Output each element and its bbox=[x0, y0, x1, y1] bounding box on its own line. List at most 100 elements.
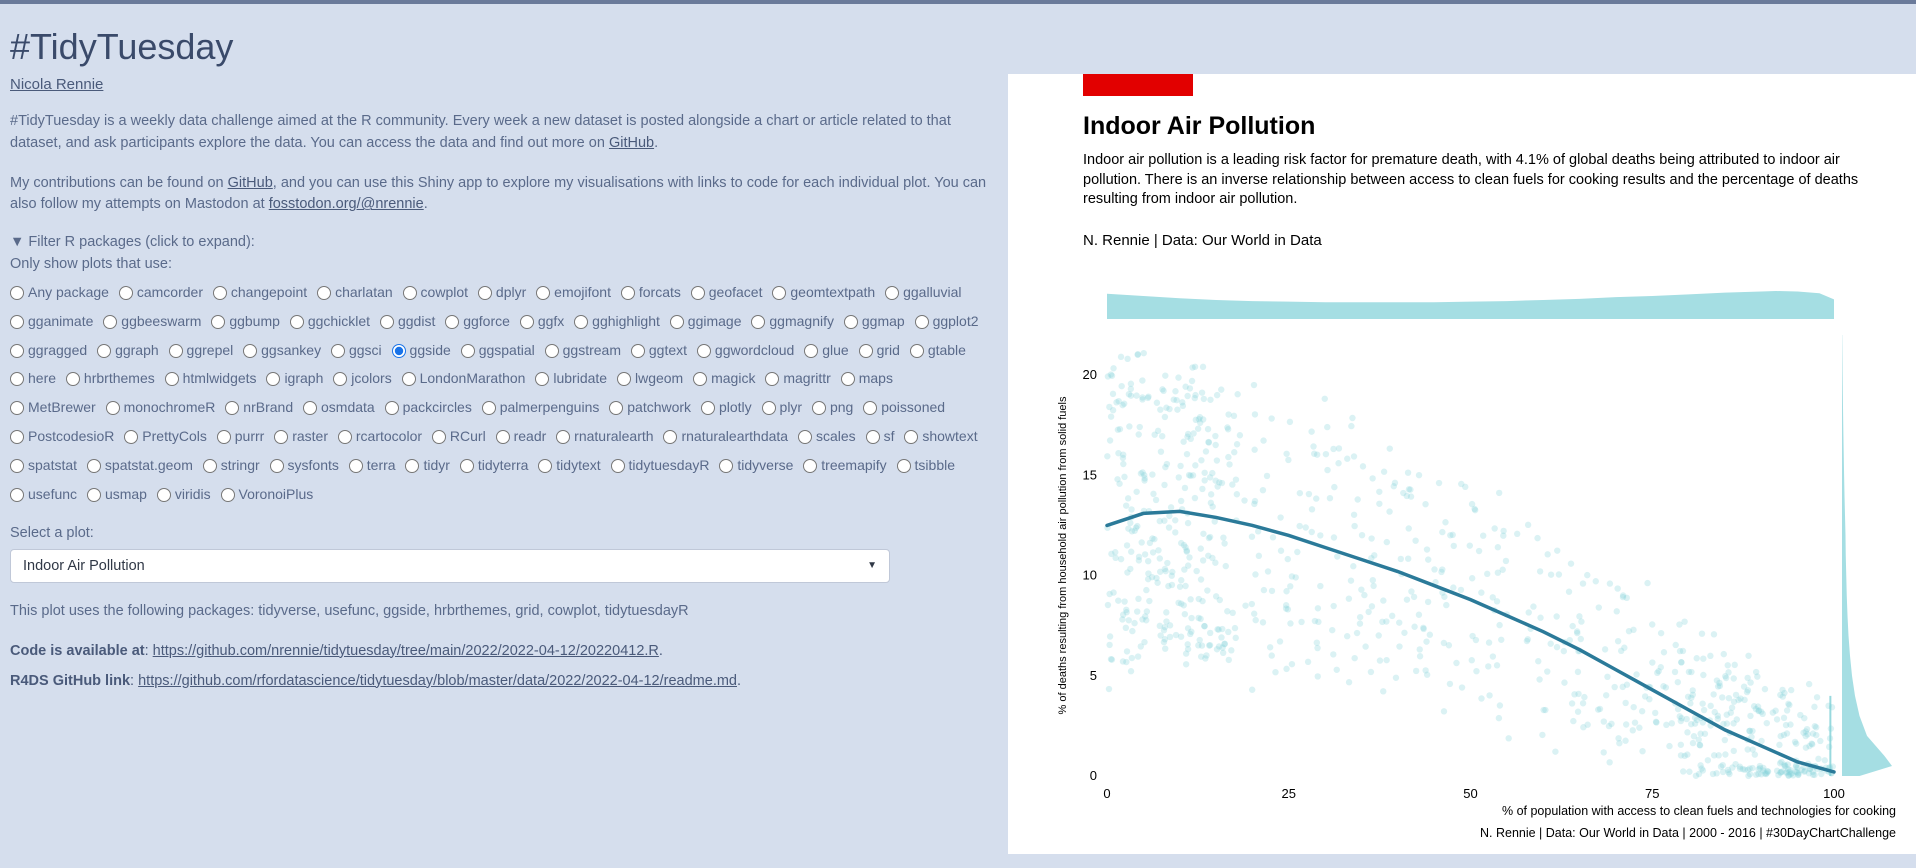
package-radio-item[interactable]: ggrepel bbox=[169, 338, 238, 364]
package-radio-input[interactable] bbox=[803, 459, 817, 473]
package-radio-item[interactable]: changepoint bbox=[213, 280, 311, 306]
package-radio-item[interactable]: maps bbox=[841, 366, 897, 392]
package-radio-input[interactable] bbox=[303, 401, 317, 415]
package-radio-item[interactable]: ggmap bbox=[844, 309, 909, 335]
package-radio-item[interactable]: ggdist bbox=[380, 309, 439, 335]
package-radio-item[interactable]: ggbump bbox=[211, 309, 284, 335]
package-radio-item[interactable]: treemapify bbox=[803, 453, 890, 479]
package-radio-item[interactable]: ggmagnify bbox=[751, 309, 838, 335]
package-radio-item[interactable]: osmdata bbox=[303, 395, 379, 421]
package-radio-item[interactable]: jcolors bbox=[333, 366, 395, 392]
package-radio-item[interactable]: png bbox=[812, 395, 857, 421]
package-radio-item[interactable]: LondonMarathon bbox=[402, 366, 530, 392]
package-radio-input[interactable] bbox=[762, 401, 776, 415]
package-radio-input[interactable] bbox=[609, 401, 623, 415]
package-radio-input[interactable] bbox=[844, 315, 858, 329]
package-radio-input[interactable] bbox=[317, 286, 331, 300]
package-radio-input[interactable] bbox=[103, 315, 117, 329]
package-radio-item[interactable]: patchwork bbox=[609, 395, 695, 421]
package-radio-input[interactable] bbox=[621, 286, 635, 300]
package-radio-input[interactable] bbox=[392, 344, 406, 358]
package-radio-input[interactable] bbox=[405, 459, 419, 473]
filter-toggle[interactable]: ▼ Filter R packages (click to expand): bbox=[10, 234, 988, 250]
package-radio-item[interactable]: emojifont bbox=[536, 280, 615, 306]
package-radio-item[interactable]: geomtextpath bbox=[772, 280, 879, 306]
code-url-link[interactable]: https://github.com/nrennie/tidytuesday/t… bbox=[153, 643, 659, 659]
package-radio-item[interactable]: magick bbox=[693, 366, 759, 392]
package-radio-input[interactable] bbox=[87, 459, 101, 473]
package-radio-input[interactable] bbox=[274, 430, 288, 444]
package-radio-input[interactable] bbox=[119, 286, 133, 300]
package-radio-input[interactable] bbox=[631, 344, 645, 358]
package-radio-input[interactable] bbox=[556, 430, 570, 444]
package-radio-item[interactable]: tsibble bbox=[897, 453, 959, 479]
package-radio-item[interactable]: ggplot2 bbox=[915, 309, 983, 335]
package-radio-input[interactable] bbox=[812, 401, 826, 415]
package-radio-input[interactable] bbox=[211, 315, 225, 329]
package-radio-item[interactable]: glue bbox=[804, 338, 852, 364]
package-radio-input[interactable] bbox=[798, 430, 812, 444]
package-radio-input[interactable] bbox=[290, 315, 304, 329]
package-radio-item[interactable]: VoronoiPlus bbox=[221, 482, 318, 508]
package-radio-item[interactable]: viridis bbox=[157, 482, 215, 508]
package-radio-item[interactable]: MetBrewer bbox=[10, 395, 100, 421]
package-radio-item[interactable]: geofacet bbox=[691, 280, 767, 306]
package-radio-input[interactable] bbox=[10, 488, 24, 502]
package-radio-input[interactable] bbox=[87, 488, 101, 502]
package-radio-input[interactable] bbox=[10, 286, 24, 300]
package-radio-input[interactable] bbox=[915, 315, 929, 329]
package-radio-input[interactable] bbox=[701, 401, 715, 415]
package-radio-item[interactable]: PostcodesioR bbox=[10, 424, 118, 450]
package-radio-item[interactable]: RCurl bbox=[432, 424, 490, 450]
package-radio-item[interactable]: camcorder bbox=[119, 280, 207, 306]
package-radio-input[interactable] bbox=[402, 372, 416, 386]
package-radio-item[interactable]: tidyr bbox=[405, 453, 453, 479]
package-radio-input[interactable] bbox=[203, 459, 217, 473]
package-radio-item[interactable]: rnaturalearthdata bbox=[663, 424, 792, 450]
package-radio-input[interactable] bbox=[461, 344, 475, 358]
package-radio-item[interactable]: ggragged bbox=[10, 338, 91, 364]
package-radio-input[interactable] bbox=[538, 459, 552, 473]
package-radio-item[interactable]: PrettyCols bbox=[124, 424, 211, 450]
package-radio-item[interactable]: tidytuesdayR bbox=[611, 453, 714, 479]
package-radio-input[interactable] bbox=[478, 286, 492, 300]
package-radio-input[interactable] bbox=[10, 459, 24, 473]
package-radio-item[interactable]: ggbeeswarm bbox=[103, 309, 205, 335]
package-radio-input[interactable] bbox=[10, 401, 24, 415]
package-radio-input[interactable] bbox=[217, 430, 231, 444]
package-radio-input[interactable] bbox=[841, 372, 855, 386]
package-radio-input[interactable] bbox=[403, 286, 417, 300]
package-radio-input[interactable] bbox=[266, 372, 280, 386]
package-radio-item[interactable]: magrittr bbox=[765, 366, 834, 392]
package-radio-input[interactable] bbox=[10, 344, 24, 358]
package-radio-input[interactable] bbox=[10, 372, 24, 386]
package-radio-input[interactable] bbox=[157, 488, 171, 502]
package-radio-item[interactable]: showtext bbox=[904, 424, 981, 450]
package-radio-item[interactable]: plotly bbox=[701, 395, 756, 421]
package-radio-input[interactable] bbox=[243, 344, 257, 358]
package-radio-item[interactable]: usefunc bbox=[10, 482, 81, 508]
github-link-1[interactable]: GitHub bbox=[609, 135, 654, 151]
package-radio-input[interactable] bbox=[460, 459, 474, 473]
r4ds-url-link[interactable]: https://github.com/rfordatascience/tidyt… bbox=[138, 673, 737, 689]
package-radio-item[interactable]: lwgeom bbox=[617, 366, 687, 392]
package-radio-item[interactable]: purrr bbox=[217, 424, 269, 450]
github-link-2[interactable]: GitHub bbox=[228, 175, 273, 191]
package-radio-input[interactable] bbox=[432, 430, 446, 444]
package-radio-item[interactable]: ggraph bbox=[97, 338, 163, 364]
package-radio-input[interactable] bbox=[719, 459, 733, 473]
package-radio-input[interactable] bbox=[904, 430, 918, 444]
package-radio-input[interactable] bbox=[693, 372, 707, 386]
package-radio-item[interactable]: gtable bbox=[910, 338, 970, 364]
package-radio-input[interactable] bbox=[97, 344, 111, 358]
package-radio-input[interactable] bbox=[536, 286, 550, 300]
package-radio-input[interactable] bbox=[270, 459, 284, 473]
package-radio-item[interactable]: palmerpenguins bbox=[482, 395, 604, 421]
package-radio-item[interactable]: terra bbox=[349, 453, 400, 479]
package-radio-item[interactable]: cowplot bbox=[403, 280, 472, 306]
package-radio-item[interactable]: gghighlight bbox=[574, 309, 664, 335]
package-radio-item[interactable]: htmlwidgets bbox=[165, 366, 261, 392]
package-radio-input[interactable] bbox=[751, 315, 765, 329]
package-radio-item[interactable]: tidytext bbox=[538, 453, 604, 479]
package-radio-item[interactable]: forcats bbox=[621, 280, 685, 306]
